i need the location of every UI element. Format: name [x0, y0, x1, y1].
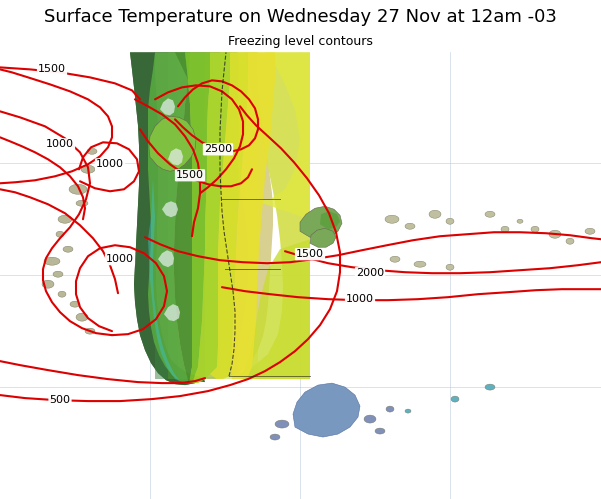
- Polygon shape: [149, 116, 196, 171]
- Polygon shape: [205, 52, 220, 379]
- Polygon shape: [148, 52, 190, 383]
- Polygon shape: [240, 239, 310, 379]
- Polygon shape: [549, 230, 561, 238]
- Text: 1000: 1000: [46, 139, 74, 149]
- Polygon shape: [190, 52, 205, 379]
- Polygon shape: [70, 301, 80, 307]
- Polygon shape: [385, 215, 399, 223]
- Polygon shape: [300, 206, 342, 239]
- Polygon shape: [485, 211, 495, 217]
- Polygon shape: [531, 226, 539, 232]
- Polygon shape: [85, 328, 95, 334]
- Polygon shape: [158, 250, 174, 267]
- Polygon shape: [164, 304, 180, 321]
- Polygon shape: [160, 98, 175, 115]
- Polygon shape: [231, 52, 275, 379]
- Polygon shape: [429, 210, 441, 218]
- Polygon shape: [162, 201, 178, 217]
- Text: 2000: 2000: [356, 268, 384, 278]
- Polygon shape: [451, 396, 459, 402]
- Polygon shape: [58, 291, 66, 297]
- Polygon shape: [148, 177, 180, 381]
- Polygon shape: [69, 184, 87, 194]
- Polygon shape: [293, 383, 360, 437]
- Polygon shape: [310, 228, 336, 247]
- Polygon shape: [229, 52, 310, 379]
- Polygon shape: [501, 226, 509, 232]
- Polygon shape: [168, 52, 178, 379]
- Polygon shape: [275, 420, 289, 428]
- Polygon shape: [320, 211, 340, 229]
- Polygon shape: [386, 406, 394, 412]
- Polygon shape: [485, 384, 495, 390]
- Text: 1000: 1000: [96, 159, 124, 169]
- Polygon shape: [130, 52, 204, 385]
- Polygon shape: [446, 218, 454, 224]
- Text: 1000: 1000: [346, 294, 374, 304]
- Polygon shape: [144, 52, 259, 378]
- Polygon shape: [238, 52, 258, 379]
- Polygon shape: [76, 200, 88, 206]
- Polygon shape: [250, 52, 310, 219]
- Polygon shape: [585, 228, 595, 234]
- Polygon shape: [53, 271, 63, 277]
- Polygon shape: [42, 280, 54, 288]
- Polygon shape: [81, 165, 95, 173]
- Polygon shape: [87, 148, 97, 154]
- Text: 2500: 2500: [204, 144, 232, 154]
- Polygon shape: [155, 52, 168, 379]
- Polygon shape: [446, 264, 454, 270]
- Polygon shape: [220, 52, 273, 376]
- Polygon shape: [63, 246, 73, 252]
- Text: Surface Temperature on Wednesday 27 Nov at 12am -03: Surface Temperature on Wednesday 27 Nov …: [44, 8, 557, 26]
- Text: Freezing level contours: Freezing level contours: [228, 35, 373, 48]
- Text: 1000: 1000: [106, 254, 134, 264]
- Text: 500: 500: [49, 395, 70, 405]
- Polygon shape: [130, 52, 205, 385]
- Polygon shape: [168, 148, 183, 165]
- Polygon shape: [390, 256, 400, 262]
- Polygon shape: [192, 52, 230, 383]
- Polygon shape: [220, 52, 238, 379]
- Polygon shape: [364, 415, 376, 423]
- Polygon shape: [517, 219, 523, 223]
- Polygon shape: [405, 223, 415, 229]
- Polygon shape: [270, 434, 280, 440]
- Text: 1500: 1500: [38, 64, 66, 74]
- Polygon shape: [185, 52, 210, 383]
- Polygon shape: [58, 215, 72, 223]
- Polygon shape: [566, 238, 574, 244]
- Text: 1500: 1500: [176, 170, 204, 180]
- Polygon shape: [405, 409, 411, 413]
- Polygon shape: [174, 52, 192, 383]
- Polygon shape: [210, 52, 248, 379]
- Polygon shape: [414, 261, 426, 267]
- Polygon shape: [178, 52, 190, 379]
- Text: 1500: 1500: [296, 249, 324, 259]
- Polygon shape: [76, 313, 88, 321]
- Polygon shape: [44, 257, 60, 265]
- Polygon shape: [56, 231, 64, 237]
- Polygon shape: [375, 428, 385, 434]
